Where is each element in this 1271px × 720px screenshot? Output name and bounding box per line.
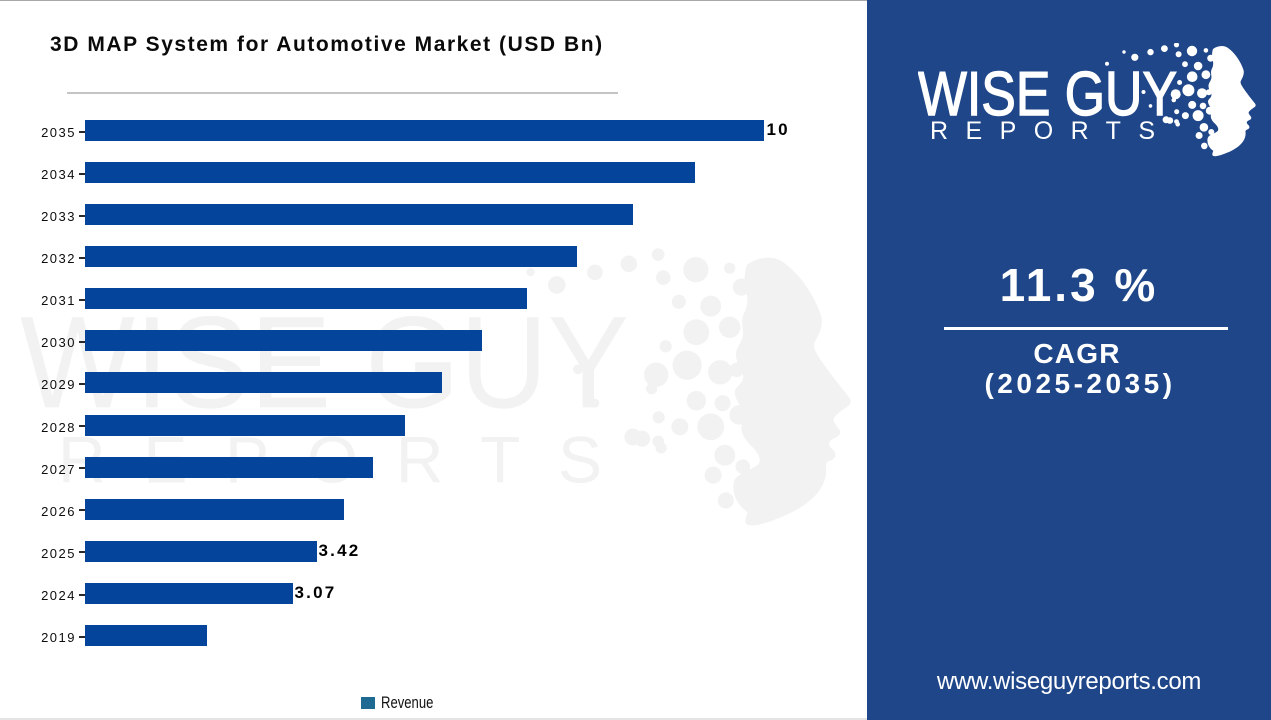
svg-text:WISE GUY: WISE GUY (20, 288, 629, 435)
svg-text:WISE GUY: WISE GUY (918, 60, 1177, 129)
svg-text:REPORTS: REPORTS (930, 117, 1155, 145)
